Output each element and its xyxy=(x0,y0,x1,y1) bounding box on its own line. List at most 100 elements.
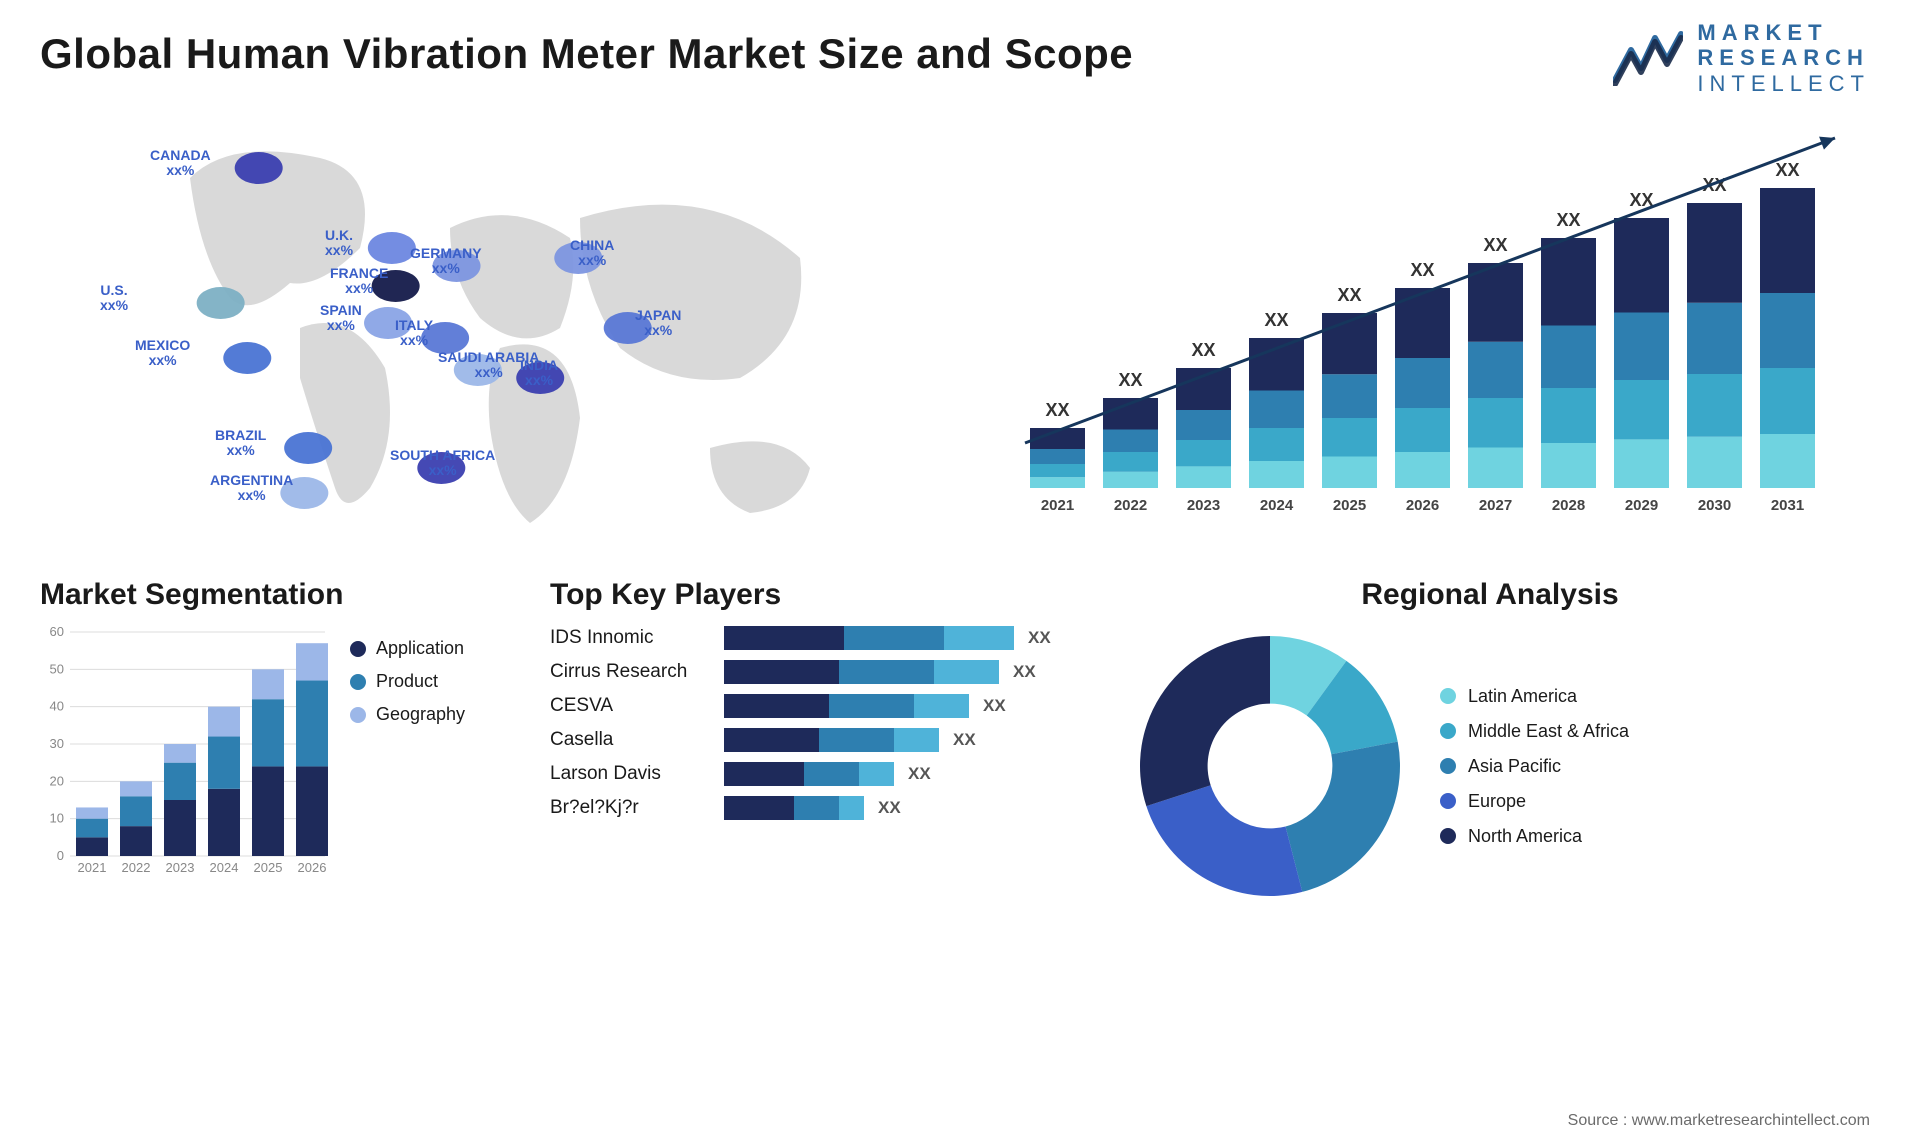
svg-text:XX: XX xyxy=(1410,260,1434,280)
player-name: Cirrus Research xyxy=(550,661,710,683)
svg-text:2028: 2028 xyxy=(1552,497,1585,514)
svg-text:XX: XX xyxy=(1483,235,1507,255)
legend-label: Latin America xyxy=(1468,686,1577,707)
svg-text:0: 0 xyxy=(57,848,64,863)
svg-text:XX: XX xyxy=(1556,210,1580,230)
player-bar-segment xyxy=(914,694,969,718)
legend-dot-icon xyxy=(1440,688,1456,704)
svg-text:2026: 2026 xyxy=(1406,497,1439,514)
regional-panel: Regional Analysis Latin America Middle Ea… xyxy=(1130,578,1850,906)
svg-text:XX: XX xyxy=(1045,400,1069,420)
player-value: XX xyxy=(983,696,1006,716)
logo-line1: MARKET xyxy=(1697,20,1870,45)
player-row: Casella XX xyxy=(550,728,1100,752)
player-bar-segment xyxy=(724,762,804,786)
svg-text:30: 30 xyxy=(50,736,64,751)
svg-text:XX: XX xyxy=(1775,160,1799,180)
svg-text:2024: 2024 xyxy=(210,860,239,875)
svg-text:2029: 2029 xyxy=(1625,497,1658,514)
player-row: CESVA XX xyxy=(550,694,1100,718)
svg-text:XX: XX xyxy=(1191,340,1215,360)
svg-text:2022: 2022 xyxy=(1114,497,1147,514)
player-bar-segment xyxy=(804,762,859,786)
player-bar-segment xyxy=(794,796,839,820)
regional-title: Regional Analysis xyxy=(1130,578,1850,612)
legend-dot-icon xyxy=(350,674,366,690)
brand-logo: MARKET RESEARCH INTELLECT xyxy=(1613,20,1870,96)
player-name: Larson Davis xyxy=(550,763,710,785)
svg-text:2021: 2021 xyxy=(78,860,107,875)
player-bar xyxy=(724,796,864,820)
player-value: XX xyxy=(1013,662,1036,682)
player-bar xyxy=(724,694,969,718)
segmentation-title: Market Segmentation xyxy=(40,578,520,612)
legend-item: Asia Pacific xyxy=(1440,756,1629,777)
players-panel: Top Key Players IDS InnomicXX Cirrus Rese… xyxy=(550,578,1100,830)
svg-text:XX: XX xyxy=(1337,285,1361,305)
legend-label: Asia Pacific xyxy=(1468,756,1561,777)
player-name: Casella xyxy=(550,729,710,751)
map-label: INDIAxx% xyxy=(520,358,558,389)
player-bar-segment xyxy=(934,660,999,684)
map-label: JAPANxx% xyxy=(635,308,681,339)
player-row: Br?el?Kj?rXX xyxy=(550,796,1100,820)
legend-item: North America xyxy=(1440,826,1629,847)
players-list: IDS InnomicXXCirrus ResearchXXCESVAXXCas… xyxy=(550,626,1100,820)
player-row: Cirrus Research XX xyxy=(550,660,1100,684)
legend-dot-icon xyxy=(350,641,366,657)
player-bar-segment xyxy=(839,796,864,820)
map-label: CHINAxx% xyxy=(570,238,614,269)
legend-dot-icon xyxy=(350,707,366,723)
legend-item: Geography xyxy=(350,704,465,725)
player-bar xyxy=(724,762,894,786)
player-bar-segment xyxy=(724,626,844,650)
svg-text:60: 60 xyxy=(50,626,64,639)
legend-label: Geography xyxy=(376,704,465,725)
regional-legend: Latin America Middle East & Africa Asia Pa… xyxy=(1440,672,1629,861)
segmentation-panel: Market Segmentation 01020304050602021202… xyxy=(40,578,520,886)
map-label: FRANCExx% xyxy=(330,266,388,297)
logo-mark-icon xyxy=(1613,30,1683,86)
player-bar xyxy=(724,660,999,684)
player-name: CESVA xyxy=(550,695,710,717)
world-map: CANADAxx%U.S.xx%MEXICOxx%BRAZILxx%ARGENT… xyxy=(40,118,960,538)
svg-text:2030: 2030 xyxy=(1698,497,1731,514)
player-bar-segment xyxy=(829,694,914,718)
svg-text:2023: 2023 xyxy=(1187,497,1220,514)
logo-line2: RESEARCH xyxy=(1697,45,1870,70)
svg-text:2024: 2024 xyxy=(1260,497,1294,514)
players-title: Top Key Players xyxy=(550,578,1100,612)
player-bar-segment xyxy=(839,660,934,684)
player-bar-segment xyxy=(724,796,794,820)
map-label: U.S.xx% xyxy=(100,283,128,314)
legend-dot-icon xyxy=(1440,828,1456,844)
svg-text:2021: 2021 xyxy=(1041,497,1074,514)
page-title: Global Human Vibration Meter Market Size… xyxy=(40,30,1880,78)
segmentation-chart: 0102030405060202120222023202420252026 xyxy=(40,626,330,886)
legend-label: Middle East & Africa xyxy=(1468,721,1629,742)
player-value: XX xyxy=(953,730,976,750)
growth-chart: XX 2021 XX 2022 XX 2023 XX 2024 XX 2025 XX 2026 XX 20… xyxy=(990,118,1870,538)
player-bar-segment xyxy=(724,660,839,684)
growth-chart-svg: XX 2021 XX 2022 XX 2023 XX 2024 XX 2025 XX 2026 XX 20… xyxy=(990,118,1870,538)
logo-line3: INTELLECT xyxy=(1697,71,1870,96)
svg-text:2025: 2025 xyxy=(1333,497,1366,514)
player-bar-segment xyxy=(894,728,939,752)
world-map-svg xyxy=(40,118,960,538)
legend-item: Middle East & Africa xyxy=(1440,721,1629,742)
player-bar-segment xyxy=(724,694,829,718)
player-bar xyxy=(724,626,1014,650)
page-root: Global Human Vibration Meter Market Size… xyxy=(0,0,1920,1146)
legend-dot-icon xyxy=(1440,758,1456,774)
map-label: BRAZILxx% xyxy=(215,428,266,459)
map-label: U.K.xx% xyxy=(325,228,353,259)
svg-text:2025: 2025 xyxy=(254,860,283,875)
player-row: IDS InnomicXX xyxy=(550,626,1100,650)
segmentation-chart-svg: 0102030405060202120222023202420252026 xyxy=(40,626,330,886)
legend-dot-icon xyxy=(1440,723,1456,739)
map-label: SPAINxx% xyxy=(320,303,362,334)
player-value: XX xyxy=(1028,628,1051,648)
player-row: Larson DavisXX xyxy=(550,762,1100,786)
row-bottom: Market Segmentation 01020304050602021202… xyxy=(40,578,1880,906)
svg-text:20: 20 xyxy=(50,773,64,788)
